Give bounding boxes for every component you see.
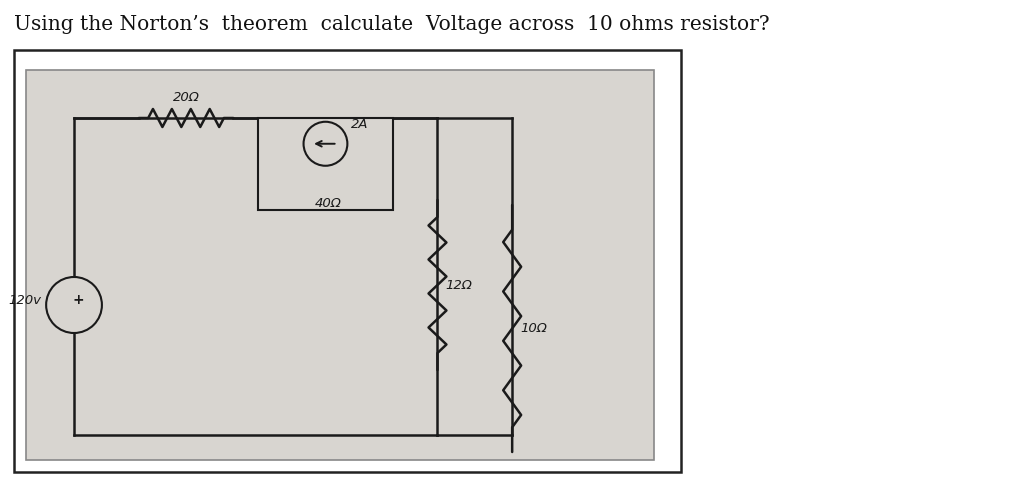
Bar — [14, 50, 681, 472]
Text: +: + — [73, 293, 84, 307]
Text: 40Ω: 40Ω — [314, 197, 341, 210]
Circle shape — [303, 122, 347, 166]
Bar — [27, 70, 653, 460]
Text: 120v: 120v — [8, 294, 41, 307]
Text: 20Ω: 20Ω — [173, 91, 200, 104]
Text: 12Ω: 12Ω — [445, 278, 472, 292]
Text: 10Ω: 10Ω — [520, 322, 547, 335]
Circle shape — [46, 277, 102, 333]
Bar — [258, 118, 392, 210]
Text: Using the Norton’s  theorem  calculate  Voltage across  10 ohms resistor?: Using the Norton’s theorem calculate Vol… — [14, 15, 770, 34]
Text: 2A: 2A — [351, 118, 369, 130]
